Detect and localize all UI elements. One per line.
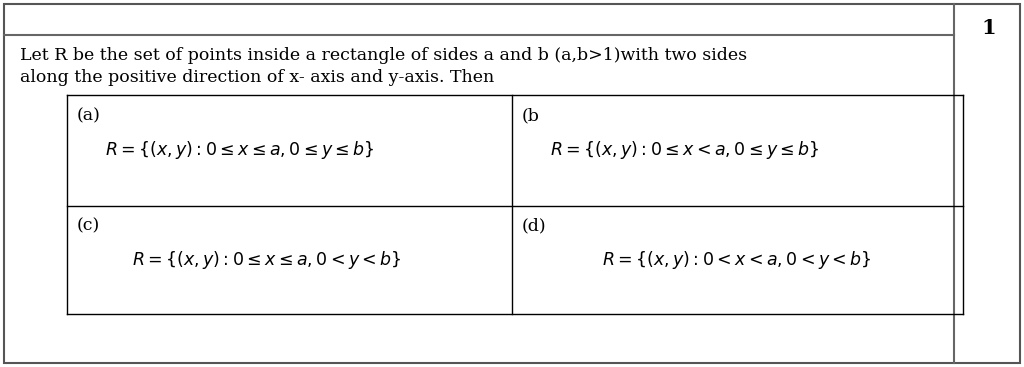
- Text: (a): (a): [77, 108, 100, 124]
- Text: (b: (b: [522, 108, 540, 124]
- Text: $R=\{(x,y):0\leq x\leq a,0<y<b\}$: $R=\{(x,y):0\leq x\leq a,0<y<b\}$: [131, 249, 401, 270]
- Text: (d): (d): [522, 218, 547, 235]
- Text: (c): (c): [77, 218, 99, 235]
- Text: $R=\{(x,y):0\leq x<a,0\leq y\leq b\}$: $R=\{(x,y):0\leq x<a,0\leq y\leq b\}$: [550, 139, 819, 161]
- Text: along the positive direction of x- axis and y-axis. Then: along the positive direction of x- axis …: [20, 69, 495, 87]
- Text: Let R be the set of points inside a rectangle of sides a and b (a,b>1)with two s: Let R be the set of points inside a rect…: [20, 47, 748, 63]
- Text: 1: 1: [982, 18, 996, 38]
- Text: $R=\{(x,y):0<x<a,0<y<b\}$: $R=\{(x,y):0<x<a,0<y<b\}$: [602, 249, 871, 270]
- Text: $R=\{(x,y):0\leq x\leq a,0\leq y\leq b\}$: $R=\{(x,y):0\leq x\leq a,0\leq y\leq b\}…: [104, 139, 374, 161]
